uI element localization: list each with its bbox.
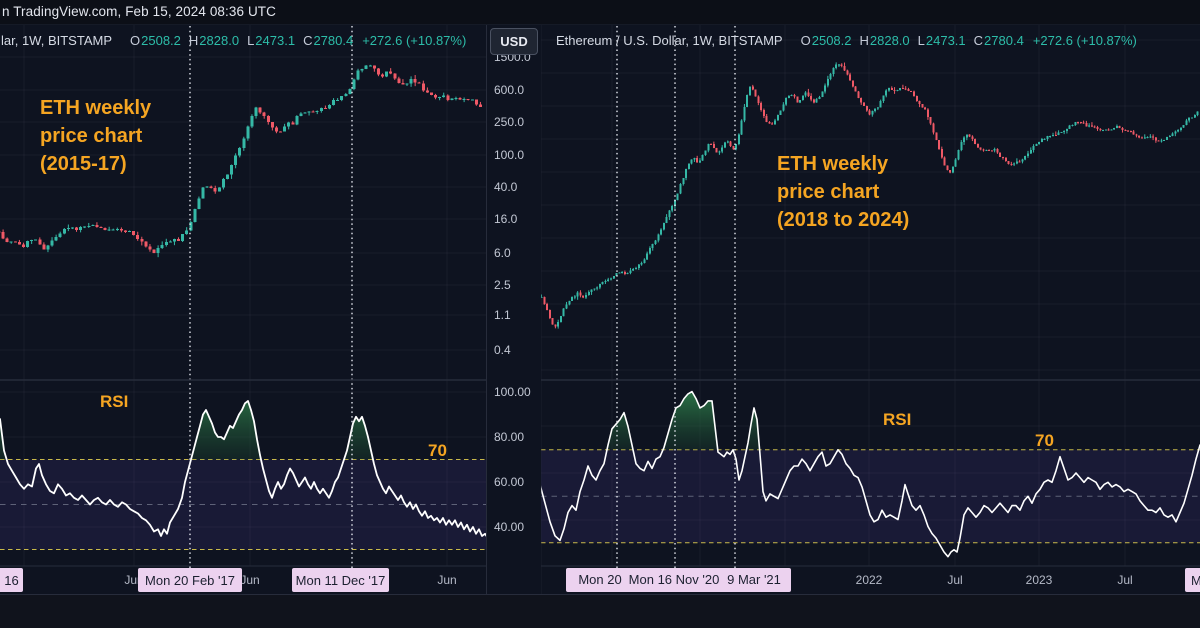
ohlc-value: 2828.0 bbox=[869, 33, 910, 48]
price-scale-tick: 80.00 bbox=[494, 430, 525, 444]
ohlc-value: 2828.0 bbox=[199, 33, 240, 48]
date-tooltip-text: 9 Mar '21 bbox=[727, 572, 781, 587]
time-axis-label: 2023 bbox=[1025, 573, 1053, 587]
ohlc-value: 2780.4 bbox=[984, 33, 1024, 48]
change-value: +272.6 (+10.87%) bbox=[1032, 33, 1137, 48]
ohlc-value: 2473.1 bbox=[925, 33, 966, 48]
price-scale[interactable]: USD 1500.0 600.0 250.0 100.0 40.0 16.0 6.0 2.5 1… bbox=[486, 25, 541, 595]
right-rsi-label: RSI bbox=[883, 410, 912, 429]
ohlc-key: H bbox=[859, 33, 869, 48]
watermark-bar: n TradingView.com, Feb 15, 2024 08:36 UT… bbox=[0, 0, 1200, 25]
bottom-margin bbox=[0, 595, 1200, 628]
ohlc-key: O bbox=[800, 33, 811, 48]
time-axis-label: 2022 bbox=[855, 573, 883, 587]
price-scale-tick: 60.00 bbox=[494, 475, 525, 489]
price-scale-tick: 16.0 bbox=[494, 212, 518, 226]
annotation-line: ETH weekly bbox=[40, 97, 152, 119]
ohlc-key: C bbox=[303, 33, 313, 48]
right-rsi-70-label: 70 bbox=[1035, 431, 1054, 450]
ohlc-key: O bbox=[130, 33, 141, 48]
price-scale-tick: 40.00 bbox=[494, 520, 525, 534]
ohlc-value: 2508.2 bbox=[141, 33, 181, 48]
left-annotation: ETH weekly price chart (2015-17) bbox=[40, 94, 151, 178]
ohlc-key: C bbox=[973, 33, 984, 48]
change-value: +272.6 (+10.87%) bbox=[362, 33, 467, 48]
annotation-line: ETH weekly bbox=[777, 153, 889, 175]
annotation-line: price chart bbox=[40, 125, 143, 147]
ohlc-key: L bbox=[247, 33, 255, 48]
date-tooltip: 16 bbox=[0, 568, 23, 592]
ohlc-key: L bbox=[917, 33, 925, 48]
axis-divider bbox=[0, 594, 1200, 595]
date-tooltip: Mo bbox=[1185, 568, 1200, 592]
date-tooltip-text: Mon 16 Nov '20 bbox=[628, 572, 720, 587]
annotation-line: price chart bbox=[777, 181, 880, 203]
price-scale-tick: 0.4 bbox=[494, 343, 511, 357]
ohlc-value: 2780.4 bbox=[313, 33, 354, 48]
watermark-text: n TradingView.com, Feb 15, 2024 08:36 UT… bbox=[2, 4, 277, 19]
ohlc-key: H bbox=[188, 33, 199, 48]
time-axis[interactable]: Jun Jun Jun 2022 Jul 2023 Jul 16 Mon 20 Feb '17 M… bbox=[0, 567, 1200, 594]
right-annotation: ETH weekly price chart (2018 to 2024) bbox=[777, 150, 909, 234]
price-scale-tick: 2.5 bbox=[494, 278, 511, 292]
price-scale-tick: 1.1 bbox=[494, 308, 511, 322]
price-scale-tick: 6.0 bbox=[494, 246, 511, 260]
ohlc-value: 2508.2 bbox=[811, 33, 852, 48]
time-axis-label: Jul bbox=[1117, 573, 1133, 587]
left-rsi-70-label: 70 bbox=[428, 441, 447, 460]
date-tooltip: Mon 11 Dec '17 bbox=[292, 568, 389, 592]
left-chart-legend: lar, 1W, BITSTAMP O2508.2 H2828.0 L2473.1 C2… bbox=[1, 33, 466, 49]
date-tooltip: Mon 20 Feb '17 bbox=[138, 568, 242, 592]
date-tooltip-text: Mon 20 bbox=[578, 572, 622, 587]
date-tooltip-group: Mon 20 Mon 16 Nov '20 9 Mar '21 bbox=[566, 568, 791, 592]
price-scale-tick: 100.0 bbox=[494, 148, 525, 162]
left-rsi-label: RSI bbox=[100, 392, 129, 411]
price-scale-tick: 40.0 bbox=[494, 180, 518, 194]
symbol-label: lar, 1W, BITSTAMP bbox=[1, 33, 113, 48]
time-axis-label: Jun bbox=[437, 573, 457, 587]
right-chart-legend: Ethereum / U.S. Dollar, 1W, BITSTAMP O250… bbox=[556, 33, 1137, 49]
time-axis-label: Jun bbox=[240, 573, 260, 587]
price-scale-tick: 600.0 bbox=[494, 83, 525, 97]
annotation-line: (2015-17) bbox=[40, 153, 127, 175]
currency-toggle-button[interactable]: USD bbox=[490, 28, 538, 55]
ohlc-value: 2473.1 bbox=[255, 33, 296, 48]
price-scale-tick: 100.00 bbox=[494, 385, 531, 399]
price-scale-tick: 250.0 bbox=[494, 115, 525, 129]
time-axis-label: Jul bbox=[947, 573, 963, 587]
symbol-label: Ethereum / U.S. Dollar, 1W, BITSTAMP bbox=[556, 33, 783, 48]
annotation-line: (2018 to 2024) bbox=[777, 209, 910, 231]
